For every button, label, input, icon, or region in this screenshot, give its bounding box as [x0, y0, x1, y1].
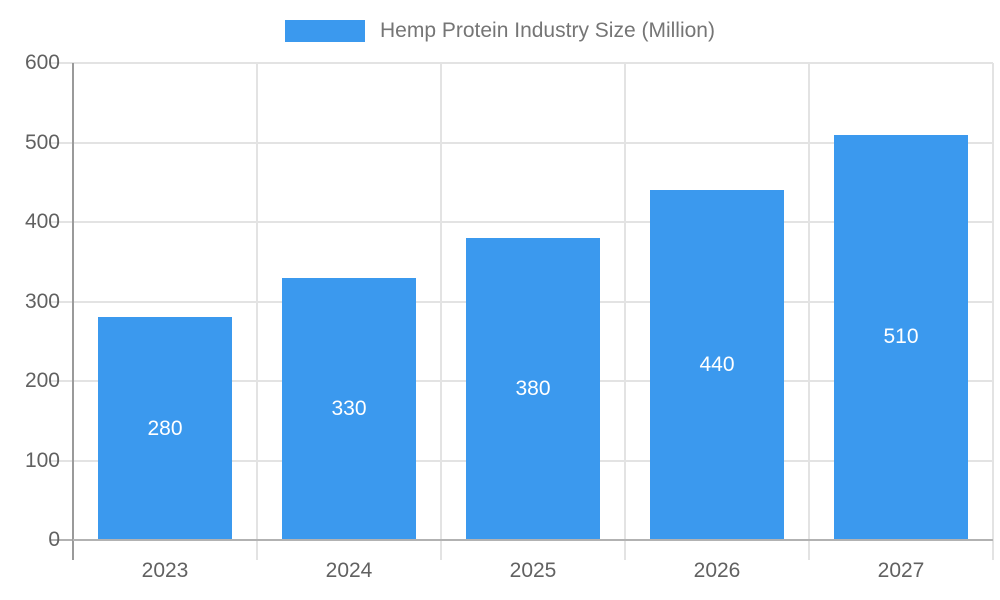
y-tick-label: 600 — [24, 51, 60, 74]
x-tick-label: 2026 — [693, 559, 741, 582]
legend-label: Hemp Protein Industry Size (Million) — [380, 19, 715, 42]
bar[interactable] — [282, 278, 416, 540]
legend-swatch-icon — [285, 20, 366, 42]
x-tick — [808, 540, 810, 560]
x-tick — [624, 540, 626, 560]
y-tick-label: 200 — [24, 369, 60, 392]
bar[interactable] — [466, 238, 600, 540]
bar[interactable] — [650, 190, 784, 540]
bar-value-label: 330 — [331, 397, 367, 420]
x-tick — [992, 540, 994, 560]
bar-value-label: 380 — [515, 377, 551, 400]
x-tick-label: 2025 — [509, 559, 557, 582]
y-tick — [50, 380, 73, 382]
y-tick-label: 0 — [48, 528, 60, 551]
gridline-h — [73, 142, 993, 144]
x-tick — [440, 540, 442, 560]
y-tick — [50, 221, 73, 223]
bar-value-label: 280 — [147, 417, 183, 440]
gridline-v — [440, 63, 442, 540]
y-tick-label: 300 — [24, 290, 60, 313]
legend: Hemp Protein Industry Size (Million) — [0, 19, 1000, 43]
gridline-h — [73, 221, 993, 223]
gridline-v — [256, 63, 258, 540]
y-tick-label: 400 — [24, 210, 60, 233]
gridline-h — [73, 62, 993, 64]
y-tick-label: 500 — [24, 131, 60, 154]
bar[interactable] — [834, 135, 968, 540]
y-axis-line — [72, 63, 74, 540]
x-axis-baseline — [73, 539, 993, 541]
x-tick — [256, 540, 258, 560]
bar-value-label: 440 — [699, 353, 735, 376]
gridline-v — [992, 63, 994, 540]
bar[interactable] — [98, 317, 232, 540]
gridline-v — [808, 63, 810, 540]
gridline-v — [624, 63, 626, 540]
y-tick — [50, 142, 73, 144]
x-tick — [72, 540, 74, 560]
x-tick-label: 2024 — [325, 559, 373, 582]
bar-value-label: 510 — [883, 325, 919, 348]
y-tick — [50, 62, 73, 64]
y-tick-label: 100 — [24, 449, 60, 472]
y-tick — [50, 539, 73, 541]
y-tick — [50, 460, 73, 462]
x-tick-label: 2027 — [877, 559, 925, 582]
x-tick-label: 2023 — [141, 559, 189, 582]
y-tick — [50, 301, 73, 303]
